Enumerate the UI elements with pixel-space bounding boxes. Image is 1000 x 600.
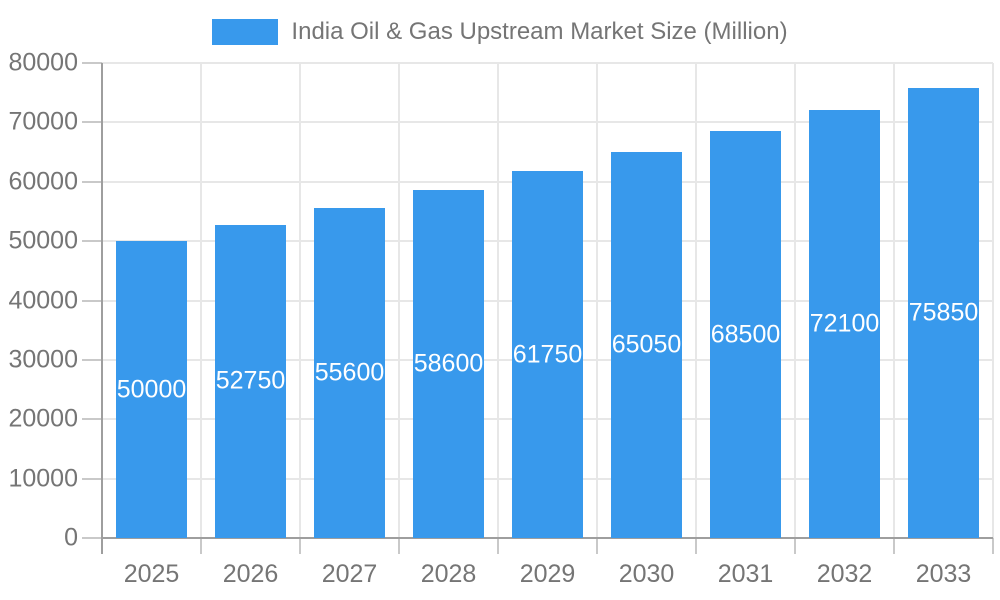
bar-value-label: 65050 xyxy=(611,330,682,359)
x-tick xyxy=(893,538,895,554)
legend[interactable]: India Oil & Gas Upstream Market Size (Mi… xyxy=(0,16,1000,48)
x-axis-label: 2030 xyxy=(618,560,675,588)
bar[interactable] xyxy=(314,207,385,538)
y-tick xyxy=(82,180,102,183)
bar[interactable] xyxy=(413,190,484,538)
y-axis-label: 40000 xyxy=(8,286,78,314)
x-axis-label: 2029 xyxy=(519,560,576,588)
v-gridline xyxy=(794,63,796,538)
y-tick xyxy=(82,240,102,243)
x-tick xyxy=(695,538,697,554)
h-gridline xyxy=(102,62,993,64)
bar[interactable] xyxy=(116,241,187,538)
x-tick xyxy=(497,538,499,554)
legend-label: India Oil & Gas Upstream Market Size (Mi… xyxy=(291,18,788,45)
v-gridline xyxy=(200,63,202,538)
bar-value-label: 68500 xyxy=(710,320,781,349)
x-tick xyxy=(794,538,796,554)
y-tick xyxy=(82,418,102,421)
y-axis-label: 30000 xyxy=(8,345,78,374)
y-axis-label: 70000 xyxy=(8,107,78,136)
y-tick xyxy=(82,299,102,302)
y-axis-label: 20000 xyxy=(8,404,78,433)
x-tick xyxy=(596,538,598,554)
bar-value-label: 52750 xyxy=(215,366,286,395)
y-axis-label: 50000 xyxy=(8,226,78,255)
bar-value-label: 75850 xyxy=(908,298,979,327)
legend-swatch-icon xyxy=(212,19,279,45)
x-axis-label: 2025 xyxy=(123,560,180,588)
x-axis-label: 2027 xyxy=(321,560,378,588)
bar[interactable] xyxy=(908,87,979,538)
y-axis-label: 0 xyxy=(64,523,78,552)
x-axis-label: 2026 xyxy=(222,560,279,588)
v-gridline xyxy=(893,63,895,538)
x-axis-label: 2031 xyxy=(717,560,774,588)
y-tick xyxy=(82,121,102,124)
v-gridline xyxy=(695,63,697,538)
v-gridline xyxy=(596,63,598,538)
bar[interactable] xyxy=(611,151,682,538)
v-gridline xyxy=(497,63,499,538)
x-axis-line xyxy=(102,537,993,539)
bar[interactable] xyxy=(215,224,286,538)
y-axis-line xyxy=(101,63,103,554)
y-axis-label: 80000 xyxy=(8,48,78,77)
x-tick xyxy=(200,538,202,554)
y-axis-label: 10000 xyxy=(8,464,78,493)
x-tick xyxy=(299,538,301,554)
y-tick xyxy=(82,537,102,539)
bar-value-label: 50000 xyxy=(116,375,187,404)
x-axis-label: 2028 xyxy=(420,560,477,588)
v-gridline xyxy=(398,63,400,538)
bar-value-label: 61750 xyxy=(512,340,583,369)
y-tick xyxy=(82,62,102,64)
y-tick xyxy=(82,358,102,361)
x-axis-label: 2033 xyxy=(915,560,972,588)
bar-value-label: 55600 xyxy=(314,358,385,387)
v-gridline xyxy=(299,63,301,538)
x-tick xyxy=(398,538,400,554)
x-tick xyxy=(992,538,994,554)
bar[interactable] xyxy=(809,109,880,538)
h-gridline xyxy=(102,121,993,124)
bar-value-label: 58600 xyxy=(413,349,484,378)
v-gridline xyxy=(992,63,994,538)
y-axis-label: 60000 xyxy=(8,167,78,196)
bar-value-label: 72100 xyxy=(809,309,880,338)
bar[interactable] xyxy=(710,131,781,538)
x-axis-label: 2032 xyxy=(816,560,873,588)
y-tick xyxy=(82,477,102,480)
bar[interactable] xyxy=(512,171,583,538)
